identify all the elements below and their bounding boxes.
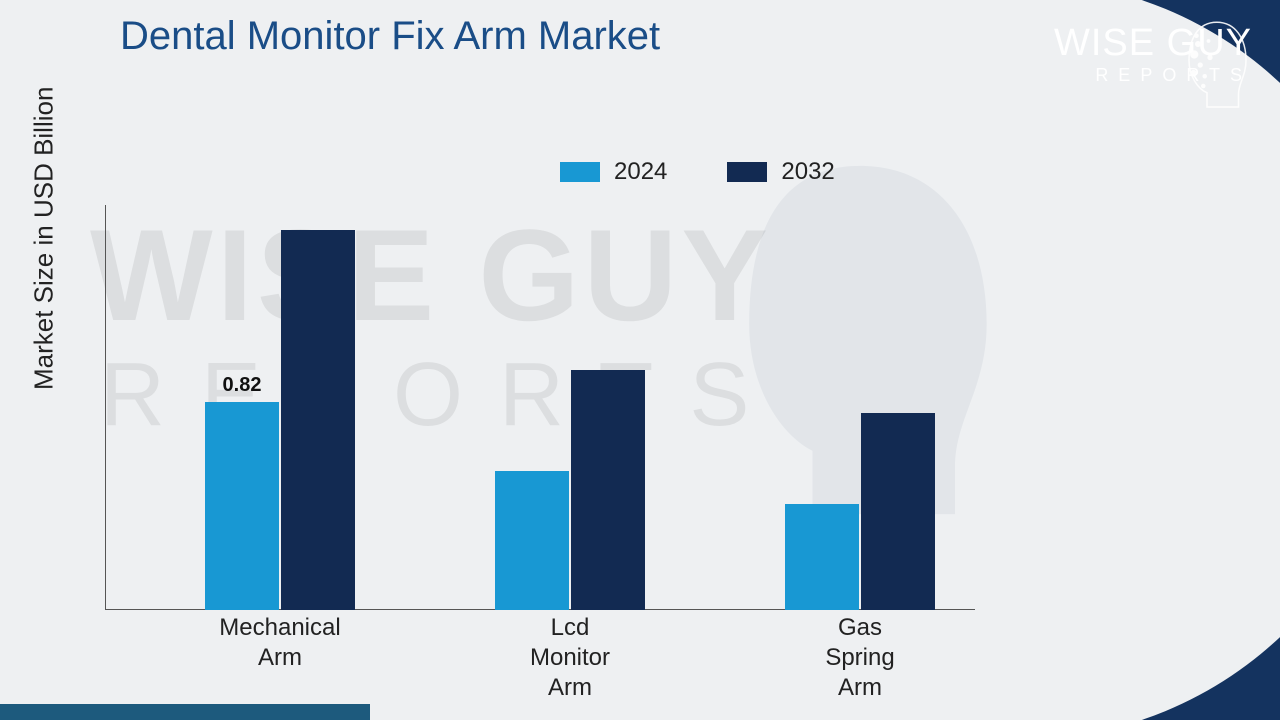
bar bbox=[571, 370, 645, 610]
logo-head-icon bbox=[1168, 20, 1258, 110]
chart-stage: WISE GUY REPORTS Dental Monitor Fix Arm … bbox=[0, 0, 1280, 720]
legend-label-2024: 2024 bbox=[614, 158, 667, 186]
bar-value-label: 0.82 bbox=[197, 374, 287, 397]
legend-swatch-2024 bbox=[560, 162, 600, 182]
plot-area: 0.82MechanicalArm LcdMonitorArm GasSpringA… bbox=[105, 205, 975, 610]
category-group: 0.82MechanicalArm bbox=[185, 205, 375, 610]
category-label: LcdMonitorArm bbox=[475, 613, 665, 703]
y-axis-label: Market Size in USD Billion bbox=[29, 87, 60, 390]
bar bbox=[861, 413, 935, 610]
legend-item-2032: 2032 bbox=[727, 158, 834, 186]
bar bbox=[281, 230, 355, 610]
bar: 0.82 bbox=[205, 402, 279, 610]
bar-pair bbox=[475, 205, 665, 610]
bar bbox=[785, 504, 859, 610]
bar bbox=[495, 471, 569, 610]
category-label: MechanicalArm bbox=[185, 613, 375, 673]
category-group: GasSpringArm bbox=[765, 205, 955, 610]
y-axis-line bbox=[105, 205, 106, 610]
category-label: GasSpringArm bbox=[765, 613, 955, 703]
legend-item-2024: 2024 bbox=[560, 158, 667, 186]
bar-pair bbox=[765, 205, 955, 610]
category-group: LcdMonitorArm bbox=[475, 205, 665, 610]
bottom-accent-bar bbox=[0, 704, 370, 720]
legend: 2024 2032 bbox=[560, 158, 835, 186]
legend-label-2032: 2032 bbox=[781, 158, 834, 186]
legend-swatch-2032 bbox=[727, 162, 767, 182]
chart-title: Dental Monitor Fix Arm Market bbox=[120, 14, 660, 59]
brand-logo: WISE GUY REPORTS bbox=[1054, 24, 1252, 84]
bar-pair: 0.82 bbox=[185, 205, 375, 610]
